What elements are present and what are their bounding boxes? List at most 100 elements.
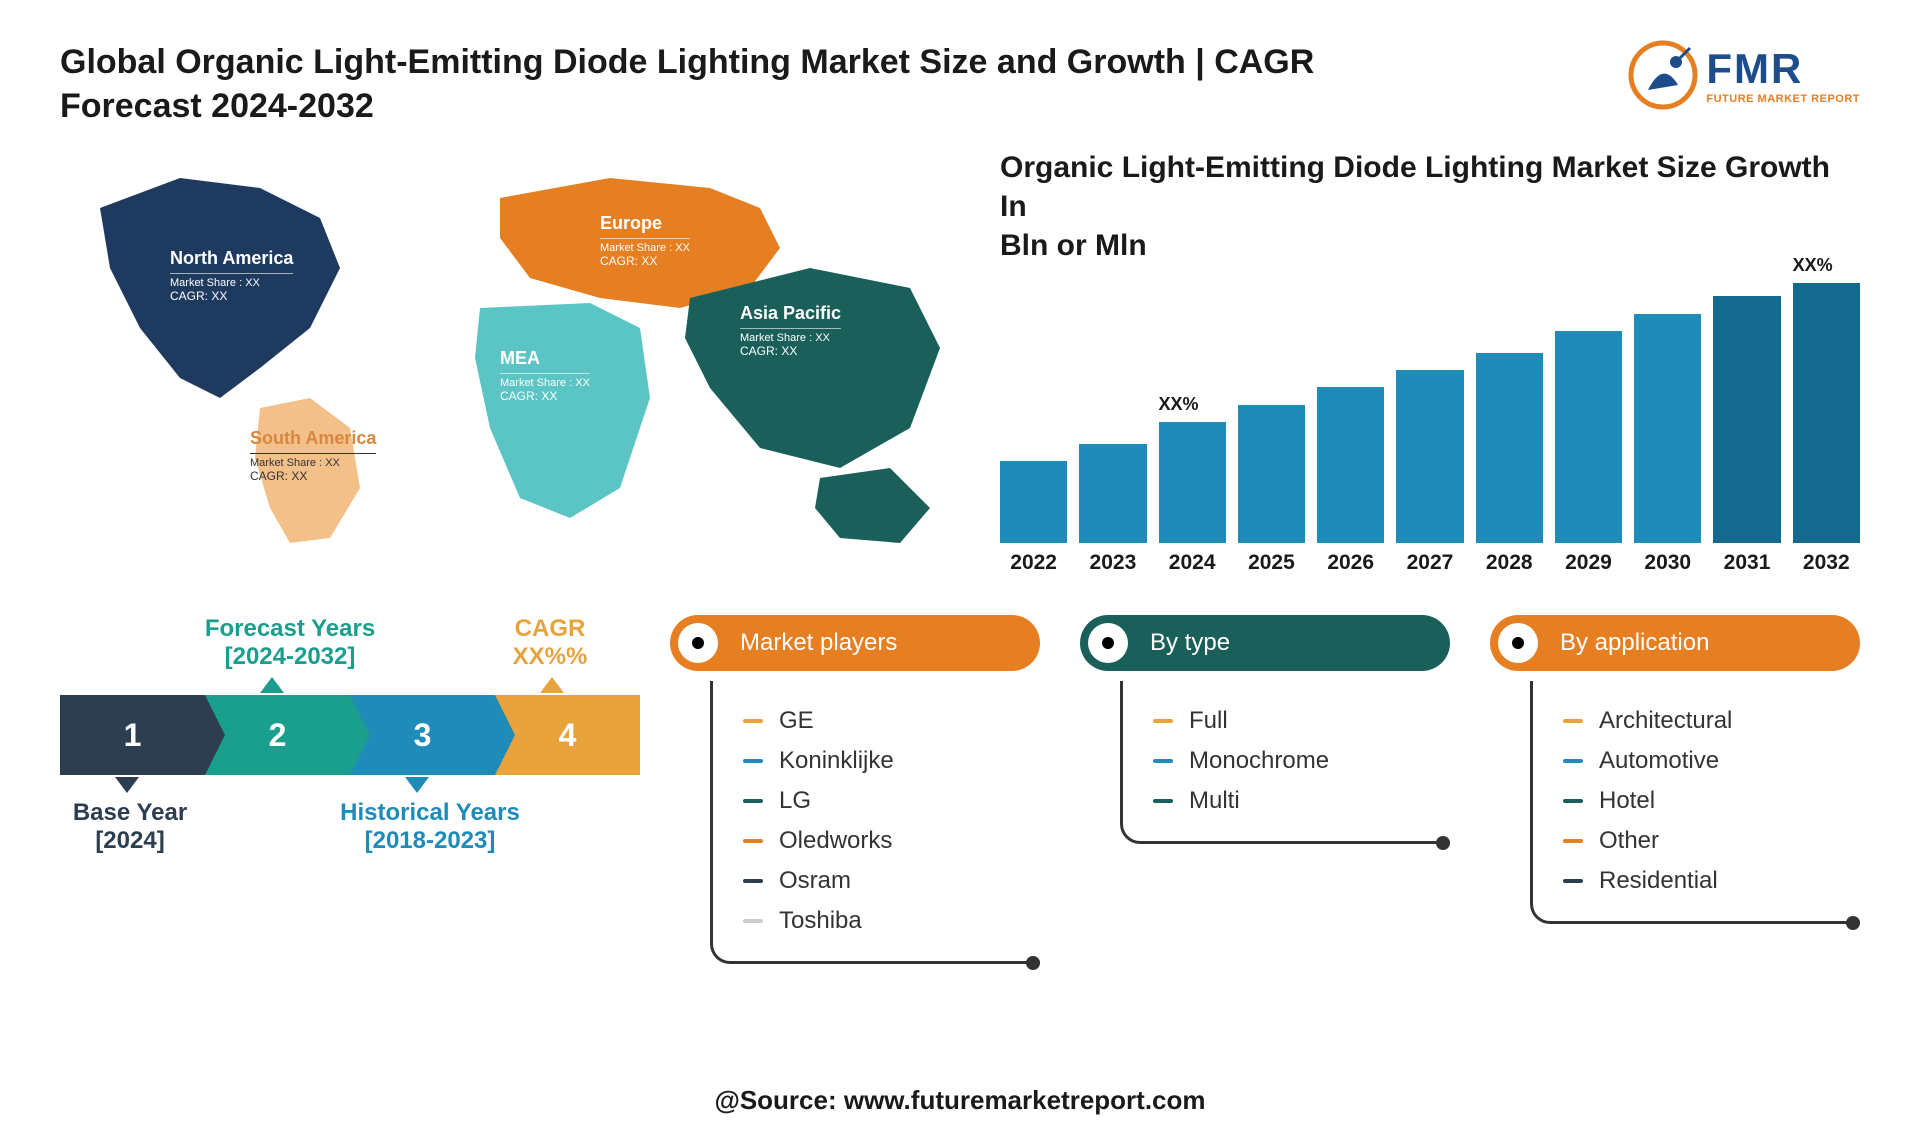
category-header: By type (1080, 615, 1450, 671)
source-attribution: @Source: www.futuremarketreport.com (714, 1085, 1205, 1116)
tick-icon (1563, 879, 1583, 883)
bar-group: 2031 (1713, 296, 1780, 575)
map-region-na: North America Market Share : XX CAGR: XX (170, 248, 293, 303)
category-item-label: Oledworks (779, 827, 892, 855)
tick-icon (743, 919, 763, 923)
category-item: Multi (1153, 781, 1450, 821)
category-item-label: Toshiba (779, 907, 862, 935)
category-body: Full Monochrome Multi (1120, 681, 1450, 844)
arrow-down-hist (405, 777, 429, 793)
tick-icon (1153, 799, 1173, 803)
category-item-label: Osram (779, 867, 851, 895)
tick-icon (1563, 759, 1583, 763)
bar-year-label: 2028 (1486, 551, 1533, 575)
bar-year-label: 2024 (1169, 551, 1216, 575)
bar-group: XX% 2032 (1793, 283, 1860, 575)
category-body: Architectural Automotive Hotel Other Residen… (1530, 681, 1860, 924)
bar-group: 2029 (1555, 331, 1622, 575)
bar-year-label: 2025 (1248, 551, 1295, 575)
bar-group: 2027 (1396, 370, 1463, 575)
bar-group: 2028 (1476, 353, 1543, 576)
tick-icon (1563, 839, 1583, 843)
map-region-mea: MEA Market Share : XX CAGR: XX (500, 348, 590, 403)
category: Market playersGEKoninklijkeLGOledworksOs… (670, 615, 1040, 964)
tick-icon (1153, 759, 1173, 763)
category-item-label: Koninklijke (779, 747, 894, 775)
timeline-seg-4: 4 (495, 695, 640, 775)
category-item-label: Architectural (1599, 707, 1732, 735)
timeline-seg-1: 1 (60, 695, 205, 775)
cagr-label: CAGR XX%% (500, 615, 600, 671)
fmr-logo: FMR FUTURE MARKET REPORT (1628, 40, 1860, 110)
category-header: By application (1490, 615, 1860, 671)
hist-years-label: Historical Years [2018-2023] (330, 799, 530, 855)
category: By application Architectural Automotive Hot… (1490, 615, 1860, 964)
bar-year-label: 2023 (1090, 551, 1137, 575)
bar: XX% (1793, 283, 1860, 543)
bar-year-label: 2032 (1803, 551, 1850, 575)
bar: XX% (1159, 422, 1226, 543)
bar (1000, 461, 1067, 543)
category: By type Full Monochrome Multi (1080, 615, 1450, 964)
logo-subtitle: FUTURE MARKET REPORT (1706, 93, 1860, 105)
tick-icon (743, 799, 763, 803)
base-year-label: Base Year [2024] (60, 799, 200, 855)
bar (1713, 296, 1780, 543)
category-item: Oledworks (743, 821, 1040, 861)
map-region-eu: Europe Market Share : XX CAGR: XX (600, 213, 690, 268)
categories-section: Market playersGEKoninklijkeLGOledworksOs… (670, 615, 1860, 964)
bar-year-label: 2022 (1010, 551, 1057, 575)
bar-group: 2022 (1000, 461, 1067, 575)
category-item: Automotive (1563, 741, 1860, 781)
tick-icon (743, 719, 763, 723)
category-item: GE (743, 701, 1040, 741)
world-map: North America Market Share : XX CAGR: XX… (60, 148, 960, 548)
bar-group: 2026 (1317, 387, 1384, 575)
bar (1317, 387, 1384, 543)
category-item: Hotel (1563, 781, 1860, 821)
arrow-up-forecast (260, 677, 284, 693)
category-header: Market players (670, 615, 1040, 671)
page-title: Global Organic Light-Emitting Diode Ligh… (60, 40, 1360, 128)
category-item-label: Automotive (1599, 747, 1719, 775)
bar-year-label: 2029 (1565, 551, 1612, 575)
category-item-label: Other (1599, 827, 1659, 855)
category-item-label: Monochrome (1189, 747, 1329, 775)
category-item-label: Full (1189, 707, 1228, 735)
forecast-label: Forecast Years [2024-2032] (200, 615, 380, 671)
tick-icon (743, 879, 763, 883)
category-item: Residential (1563, 861, 1860, 901)
bar-chart-section: Organic Light-Emitting Diode Lighting Ma… (1000, 148, 1860, 575)
category-item: Koninklijke (743, 741, 1040, 781)
category-item-label: GE (779, 707, 814, 735)
bar (1396, 370, 1463, 543)
category-item: Other (1563, 821, 1860, 861)
bar (1238, 405, 1305, 544)
tick-icon (1563, 719, 1583, 723)
bar-group: 2023 (1079, 444, 1146, 576)
tick-icon (743, 759, 763, 763)
category-item-label: Residential (1599, 867, 1718, 895)
bar-group: 2030 (1634, 314, 1701, 576)
category-item-label: Multi (1189, 787, 1240, 815)
category-item: Toshiba (743, 901, 1040, 941)
category-item: Full (1153, 701, 1450, 741)
bar-chart-title: Organic Light-Emitting Diode Lighting Ma… (1000, 148, 1860, 265)
timeline-seg-3: 3 (350, 695, 495, 775)
map-region-sa: South America Market Share : XX CAGR: XX (250, 428, 376, 483)
tick-icon (1153, 719, 1173, 723)
bar (1079, 444, 1146, 544)
bar-year-label: 2026 (1327, 551, 1374, 575)
bar-tag: XX% (1793, 255, 1833, 276)
timeline-bar: 1 2 3 4 (60, 695, 640, 775)
logo-fmr-text: FMR (1706, 45, 1860, 93)
category-item: Osram (743, 861, 1040, 901)
bar (1476, 353, 1543, 544)
tick-icon (743, 839, 763, 843)
bar-year-label: 2027 (1407, 551, 1454, 575)
arrow-up-cagr (540, 677, 564, 693)
arrow-down-base (115, 777, 139, 793)
tick-icon (1563, 799, 1583, 803)
bar-year-label: 2030 (1644, 551, 1691, 575)
bar-chart: 2022 2023 XX% 2024 2025 2026 2027 2028 2029 2030 2… (1000, 295, 1860, 575)
